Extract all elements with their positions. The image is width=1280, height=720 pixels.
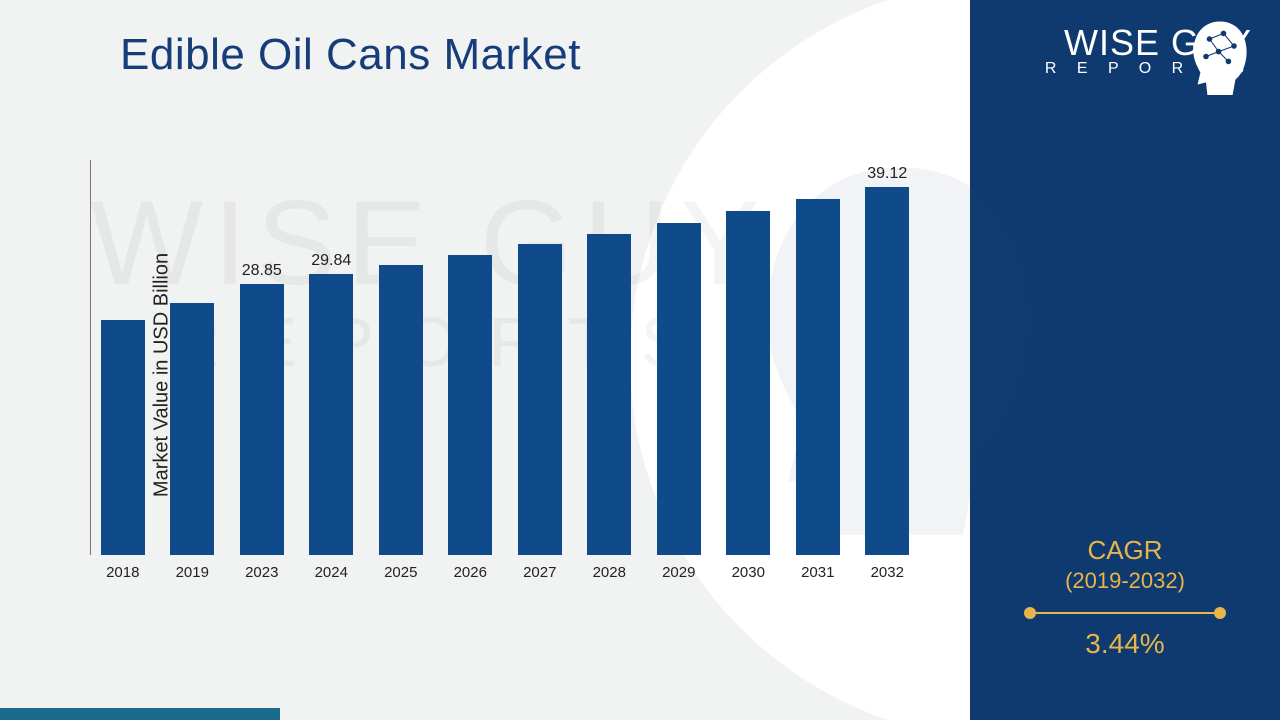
- brand-logo: WISE GUY R E P O R T S: [1045, 22, 1252, 78]
- page-root: WISE GUY REPORTS Edible Oil Cans Market …: [0, 0, 1280, 720]
- cagr-value: 3.44%: [1010, 628, 1240, 660]
- bar-rect: [518, 244, 562, 555]
- bar-x-label: 2025: [384, 564, 417, 581]
- bar-x-label: 2018: [106, 564, 139, 581]
- bar-slot: 2018: [98, 316, 148, 555]
- bar-x-label: 2026: [454, 564, 487, 581]
- bar-rect: [170, 303, 214, 555]
- chart-title: Edible Oil Cans Market: [120, 30, 581, 80]
- bar-rect: [726, 211, 770, 555]
- bottom-accent-bar: [0, 708, 280, 720]
- bar-slot: 2025: [376, 261, 426, 555]
- bar-slot: 2029: [654, 219, 704, 555]
- bar-slot: 2026: [446, 251, 496, 555]
- bar-rect: [379, 265, 423, 555]
- bar-rect: [240, 284, 284, 555]
- bar-x-label: 2019: [176, 564, 209, 581]
- cagr-block: CAGR (2019-2032) 3.44%: [1010, 535, 1240, 660]
- bar-rect: [657, 223, 701, 555]
- cagr-range: (2019-2032): [1010, 568, 1240, 594]
- bar-x-label: 2023: [245, 564, 278, 581]
- bar-x-label: 2027: [523, 564, 556, 581]
- bar-x-label: 2032: [871, 564, 904, 581]
- bar-x-label: 2030: [732, 564, 765, 581]
- bar-x-label: 2029: [662, 564, 695, 581]
- bar-x-label: 2028: [593, 564, 626, 581]
- cagr-divider: [1030, 612, 1220, 614]
- chart-area: Market Value in USD Billion 2018201928.8…: [50, 160, 920, 590]
- bar-slot: 28.852023: [237, 262, 287, 555]
- bar-slot: 29.842024: [307, 252, 357, 555]
- bar-value-label: 39.12: [867, 165, 907, 183]
- bar-rect: [448, 255, 492, 555]
- bar-rect: [309, 274, 353, 555]
- bar-slot: 2030: [724, 207, 774, 555]
- bars-container: 2018 2019 28.852023 29.842024 2025 2026 2027 20…: [90, 160, 920, 555]
- brand-head-icon: [1184, 18, 1256, 102]
- bar-slot: 2028: [585, 230, 635, 555]
- bar-value-label: 29.84: [311, 252, 351, 270]
- bar-rect: [101, 320, 145, 555]
- bar-slot: 2027: [515, 240, 565, 555]
- cagr-label: CAGR: [1010, 535, 1240, 566]
- bar-value-label: 28.85: [242, 262, 282, 280]
- bar-rect: [865, 187, 909, 555]
- bar-x-label: 2031: [801, 564, 834, 581]
- bar-x-label: 2024: [315, 564, 348, 581]
- bar-slot: 39.122032: [863, 165, 913, 555]
- bar-rect: [796, 199, 840, 555]
- bar-rect: [587, 234, 631, 555]
- bar-slot: 2019: [168, 299, 218, 555]
- bar-slot: 2031: [793, 195, 843, 555]
